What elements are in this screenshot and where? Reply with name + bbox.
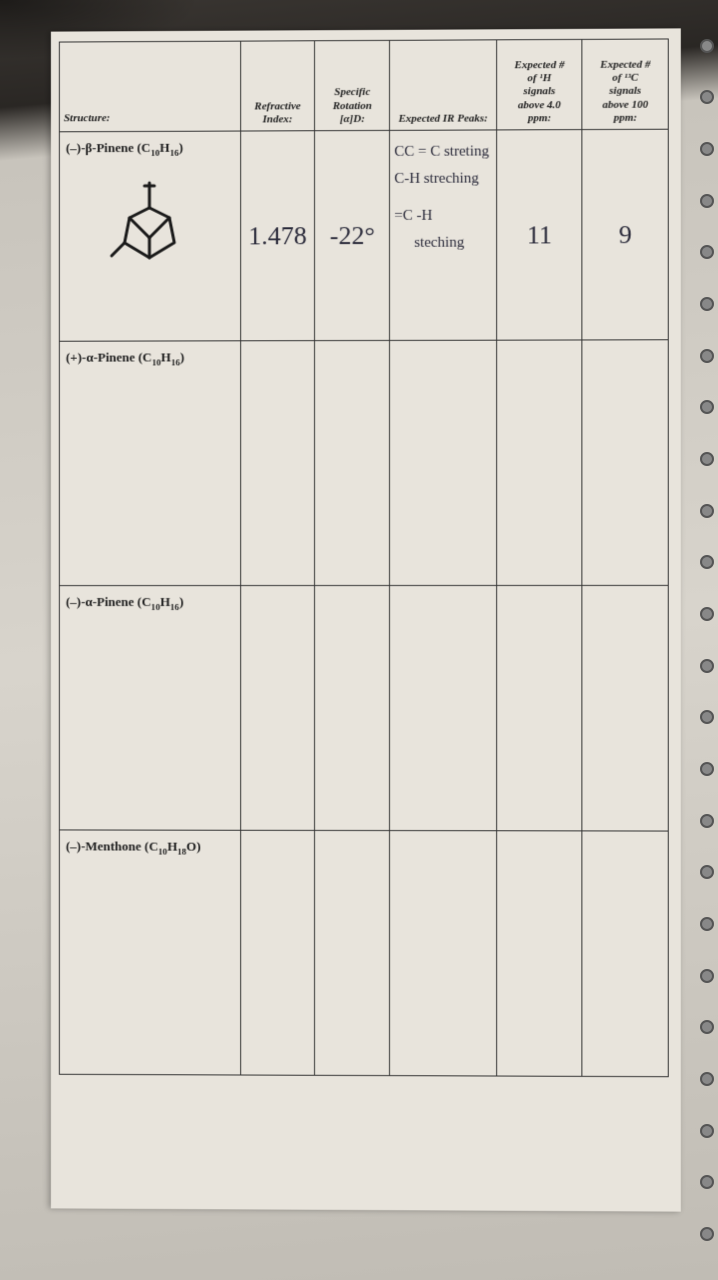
header-c-signals: Expected # of ¹³C signals above 100 ppm: (582, 39, 668, 130)
name-suffix: ) (179, 594, 183, 609)
table-row: (–)-Menthone (C10H18O) (59, 830, 668, 1077)
ir-cell (390, 831, 497, 1076)
refractive-value: 1.478 (248, 221, 306, 250)
header-rotation-l1: Specific (334, 86, 370, 98)
compound-name: (–)-α-Pinene (C10H16) (64, 590, 236, 616)
refractive-cell (240, 830, 315, 1075)
name-suffix: ) (180, 349, 184, 364)
name-sub1: 10 (151, 602, 160, 612)
structure-cell: (–)-α-Pinene (C10H16) (59, 586, 240, 831)
name-prefix: (–)-Menthone (C (66, 838, 158, 853)
header-c-l3: signals (609, 85, 641, 97)
structure-cell: (+)-α-Pinene (C10H16) (59, 341, 240, 586)
header-rotation: Specific Rotation [α]D: (315, 40, 390, 130)
ir-cell: CC = C streting C-H streching =C -H stec… (390, 130, 497, 341)
worksheet-page: Structure: Refractive Index: Specific Ro… (51, 28, 681, 1211)
refractive-cell: 1.478 (240, 131, 315, 341)
header-c-l1: Expected # (600, 59, 650, 71)
name-mid: H (167, 839, 177, 854)
h-signals-cell (497, 340, 583, 585)
header-ir: Expected IR Peaks: (390, 40, 497, 131)
name-mid: H (161, 349, 171, 364)
h-signals-value: 11 (527, 220, 552, 249)
header-h-l2: of ¹H (528, 72, 552, 84)
rotation-cell (315, 830, 390, 1075)
c-signals-cell: 9 (582, 129, 668, 340)
c-signals-cell (582, 340, 668, 586)
header-h-l3: signals (524, 86, 556, 98)
header-c-l4: above 100 (602, 98, 648, 110)
name-mid: H (160, 140, 170, 155)
name-sub1: 10 (152, 357, 161, 367)
refractive-cell (240, 341, 315, 586)
name-sub1: 10 (158, 846, 167, 856)
structure-cell: (–)-Menthone (C10H18O) (59, 830, 240, 1075)
name-sub2: 18 (177, 846, 186, 856)
header-c-l5: ppm: (614, 112, 637, 124)
data-table: Structure: Refractive Index: Specific Ro… (59, 38, 669, 1077)
name-prefix: (–)-β-Pinene (C (66, 140, 151, 155)
c-signals-cell (582, 585, 668, 831)
header-structure: Structure: (59, 41, 240, 132)
c-signals-value: 9 (619, 220, 632, 249)
name-prefix: (–)-α-Pinene (C (66, 594, 151, 609)
header-h-l5: ppm: (528, 112, 551, 124)
structure-drawing-icon (100, 167, 200, 287)
name-prefix: (+)-α-Pinene (C (66, 350, 152, 365)
rotation-cell (315, 585, 390, 830)
ir-cell (390, 340, 497, 585)
compound-name: (–)-β-Pinene (C10H16) (64, 136, 236, 162)
c-signals-cell (582, 831, 668, 1077)
rotation-cell: -22° (315, 130, 390, 340)
ir-line4: steching (394, 230, 492, 257)
refractive-cell (240, 586, 315, 831)
table-row: (–)-β-Pinene (C10H16) 1 (59, 129, 668, 341)
header-h-l4: above 4.0 (518, 99, 561, 111)
ir-line1: CC = C streting (394, 138, 492, 165)
h-signals-cell (497, 585, 583, 830)
header-rotation-l3: [α]D: (340, 113, 365, 125)
name-mid: H (160, 594, 170, 609)
name-sub2: 16 (171, 357, 180, 367)
header-h-l1: Expected # (515, 59, 565, 71)
ir-cell (390, 585, 497, 830)
name-suffix: O) (186, 839, 200, 854)
header-c-l2: of ¹³C (612, 72, 638, 84)
table-row: (–)-α-Pinene (C10H16) (59, 585, 668, 831)
name-suffix: ) (179, 140, 183, 155)
ir-line3: =C -H (394, 203, 492, 230)
table-row: (+)-α-Pinene (C10H16) (59, 340, 668, 586)
ir-line2: C-H streching (394, 165, 492, 192)
h-signals-cell: 11 (497, 130, 583, 341)
compound-name: (–)-Menthone (C10H18O) (64, 834, 236, 860)
structure-cell: (–)-β-Pinene (C10H16) (59, 131, 240, 341)
name-sub1: 10 (151, 147, 160, 157)
name-sub2: 16 (170, 147, 179, 157)
rotation-cell (315, 340, 390, 585)
spiral-binding-icon (700, 0, 716, 1280)
rotation-value: -22° (330, 220, 375, 249)
header-refractive: Refractive Index: (240, 41, 315, 131)
header-rotation-l2: Rotation (333, 100, 372, 112)
header-h-signals: Expected # of ¹H signals above 4.0 ppm: (497, 39, 583, 130)
name-sub2: 16 (170, 602, 179, 612)
h-signals-cell (497, 831, 583, 1077)
compound-name: (+)-α-Pinene (C10H16) (64, 345, 236, 371)
header-row: Structure: Refractive Index: Specific Ro… (59, 39, 668, 132)
